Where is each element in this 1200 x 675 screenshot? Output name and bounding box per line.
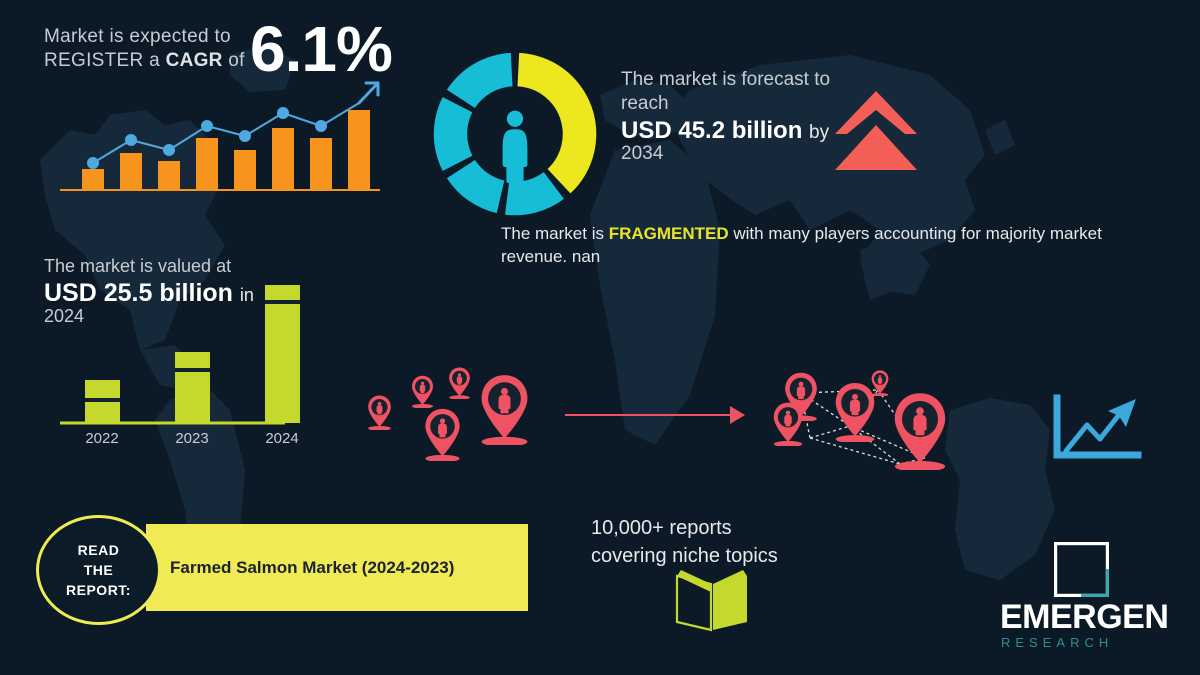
svg-text:2024: 2024 bbox=[265, 430, 298, 447]
svg-text:2022: 2022 bbox=[85, 430, 118, 447]
svg-text:2023: 2023 bbox=[175, 430, 208, 447]
